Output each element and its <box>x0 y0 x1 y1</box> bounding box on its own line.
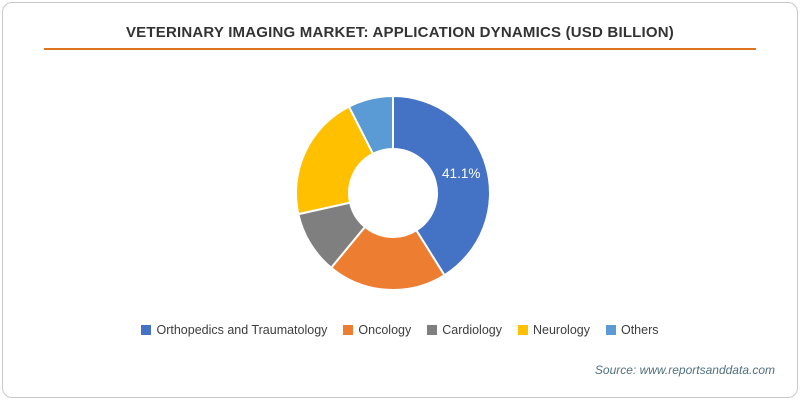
legend-label: Orthopedics and Traumatology <box>156 323 328 337</box>
donut-chart: 41.1% <box>295 94 491 291</box>
pie-slice-3 <box>295 105 375 216</box>
legend-swatch <box>605 325 616 335</box>
legend-item-2: Cardiology <box>427 323 502 337</box>
legend-label: Cardiology <box>442 323 502 337</box>
legend-label: Oncology <box>358 323 412 337</box>
legend-label: Others <box>620 323 659 337</box>
pie-slice-4 <box>347 94 394 156</box>
legend-item-3: Neurology <box>518 323 590 337</box>
legend-swatch <box>518 325 528 335</box>
title-underline <box>44 48 756 50</box>
legend-item-4: Others <box>605 323 659 337</box>
legend-swatch <box>141 325 152 335</box>
legend-label: Neurology <box>533 323 590 337</box>
chart-title: VETERINARY IMAGING MARKET: APPLICATION D… <box>125 24 675 41</box>
pie-data-label: 41.1% <box>442 166 480 181</box>
pie-slice-1 <box>329 225 446 291</box>
legend-swatch <box>343 325 354 335</box>
legend-item-0: Orthopedics and Traumatology <box>141 323 327 337</box>
legend-item-1: Oncology <box>343 323 411 337</box>
chart-legend: Orthopedics and Traumatology Oncology Card… <box>3 323 797 337</box>
source-credit: Source: www.reportsanddata.com <box>594 363 775 377</box>
legend-swatch <box>427 325 438 335</box>
